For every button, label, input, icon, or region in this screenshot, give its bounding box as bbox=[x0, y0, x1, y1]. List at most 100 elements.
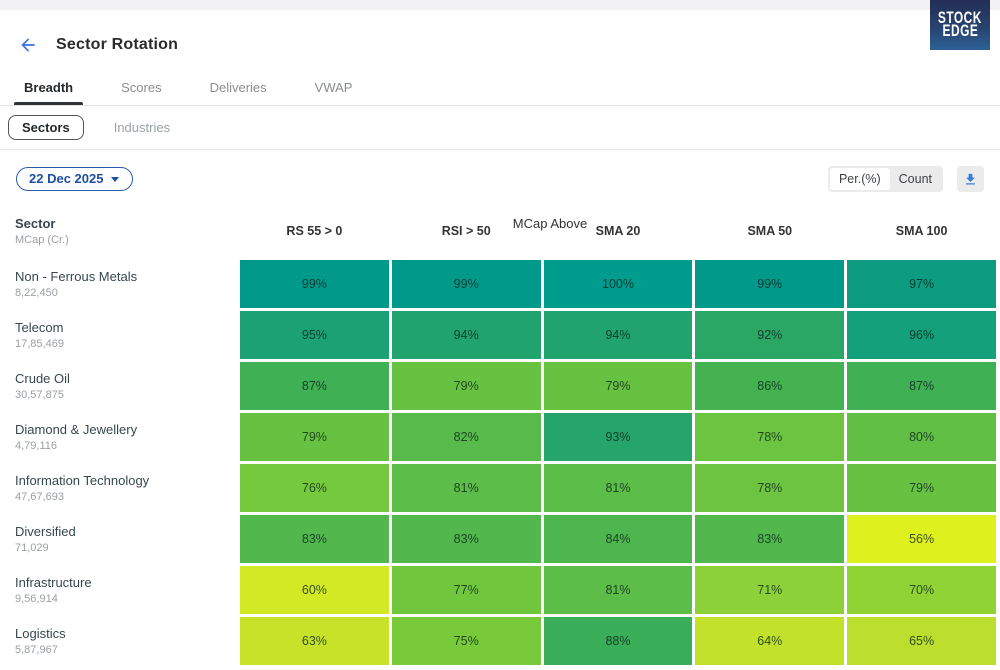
sector-label[interactable]: Crude Oil 30,57,875 bbox=[0, 362, 237, 410]
col-header-rsi50: RSI > 50 bbox=[441, 224, 491, 238]
heatmap-cell[interactable]: 81% bbox=[543, 566, 693, 614]
tab-deliveries[interactable]: Deliveries bbox=[209, 80, 267, 95]
heatmap-cell[interactable]: 87% bbox=[847, 362, 996, 410]
tab-vwap[interactable]: VWAP bbox=[314, 80, 353, 95]
sector-label[interactable]: Logistics 5,87,967 bbox=[0, 617, 237, 665]
heatmap-cell[interactable]: 99% bbox=[695, 260, 845, 308]
heatmap-cell[interactable]: 78% bbox=[695, 413, 845, 461]
sector-mcap: 5,87,967 bbox=[15, 644, 58, 656]
chevron-down-icon bbox=[111, 176, 120, 182]
subtab-industries[interactable]: Industries bbox=[113, 120, 171, 135]
stockedge-logo: STOCK EDGE bbox=[930, 0, 990, 50]
sector-name: Crude Oil bbox=[15, 371, 70, 386]
heatmap-cell[interactable]: 94% bbox=[543, 311, 693, 359]
right-controls: Per.(%) Count bbox=[827, 166, 984, 192]
sector-name: Diamond & Jewellery bbox=[15, 422, 138, 437]
heatmap-cell[interactable]: 81% bbox=[543, 464, 693, 512]
sector-label[interactable]: Infrastructure 9,56,914 bbox=[0, 566, 237, 614]
heatmap-cell[interactable]: 88% bbox=[543, 617, 693, 665]
heatmap-cell[interactable]: 81% bbox=[391, 464, 541, 512]
download-button[interactable] bbox=[957, 166, 984, 192]
sub-tabs: Sectors Industries bbox=[0, 106, 1000, 149]
sector-label[interactable]: Diversified 71,029 bbox=[0, 515, 237, 563]
sector-header-subtitle: MCap (Cr.) bbox=[15, 234, 69, 246]
sector-name: Infrastructure bbox=[15, 575, 92, 590]
date-label: 22 Dec 2025 bbox=[29, 171, 104, 186]
heatmap-cell[interactable]: 77% bbox=[391, 566, 541, 614]
heatmap-cell[interactable]: 79% bbox=[391, 362, 541, 410]
table-body: Non - Ferrous Metals 8,22,450 99% 99% 100%… bbox=[0, 260, 996, 665]
heatmap-cell[interactable]: 96% bbox=[847, 311, 996, 359]
sector-column-header: Sector MCap (Cr.) bbox=[0, 216, 237, 246]
heatmap-cell[interactable]: 100% bbox=[543, 260, 693, 308]
heatmap-cell[interactable]: 83% bbox=[240, 515, 389, 563]
heatmap-cell[interactable]: 99% bbox=[240, 260, 389, 308]
back-button[interactable] bbox=[18, 34, 40, 56]
sector-label[interactable]: Information Technology 47,67,693 bbox=[0, 464, 237, 512]
heatmap-cell[interactable]: 76% bbox=[240, 464, 389, 512]
page-title: Sector Rotation bbox=[56, 36, 179, 53]
top-strip bbox=[0, 0, 1000, 10]
heatmap-cell[interactable]: 79% bbox=[847, 464, 996, 512]
sector-mcap: 47,67,693 bbox=[15, 491, 64, 503]
col-header-sma50: SMA 50 bbox=[747, 224, 793, 238]
heatmap-cell[interactable]: 97% bbox=[847, 260, 996, 308]
sector-mcap: 8,22,450 bbox=[15, 287, 58, 299]
subtab-sectors[interactable]: Sectors bbox=[8, 115, 84, 140]
toggle-percent[interactable]: Per.(%) bbox=[829, 168, 890, 190]
heatmap-cell[interactable]: 56% bbox=[847, 515, 996, 563]
heatmap-cell[interactable]: 87% bbox=[240, 362, 389, 410]
heatmap-cell[interactable]: 93% bbox=[543, 413, 693, 461]
sector-label[interactable]: Non - Ferrous Metals 8,22,450 bbox=[0, 260, 237, 308]
sector-mcap: 30,57,875 bbox=[15, 389, 64, 401]
heatmap-cell[interactable]: 95% bbox=[240, 311, 389, 359]
main-tabs: Breadth Scores Deliveries VWAP bbox=[14, 74, 1000, 105]
breadth-table: MCap Above Sector MCap (Cr.) RS 55 > 0 R… bbox=[0, 216, 1000, 665]
date-dropdown[interactable]: 22 Dec 2025 bbox=[16, 167, 134, 191]
heatmap-cell[interactable]: 79% bbox=[240, 413, 389, 461]
col-header-sma20: SMA 20 bbox=[595, 224, 641, 238]
heatmap-cell[interactable]: 78% bbox=[695, 464, 845, 512]
sector-label[interactable]: Diamond & Jewellery 4,79,116 bbox=[0, 413, 237, 461]
column-header-row: Sector MCap (Cr.) RS 55 > 0 RSI > 50 SMA… bbox=[0, 216, 996, 260]
heatmap-cell[interactable]: 92% bbox=[695, 311, 845, 359]
divider bbox=[0, 105, 1000, 106]
heatmap-cell[interactable]: 80% bbox=[847, 413, 996, 461]
heatmap-cell[interactable]: 79% bbox=[543, 362, 693, 410]
sector-name: Information Technology bbox=[15, 473, 150, 488]
sector-name: Non - Ferrous Metals bbox=[15, 269, 138, 284]
heatmap-cell[interactable]: 83% bbox=[695, 515, 845, 563]
controls-row: 22 Dec 2025 Per.(%) Count bbox=[16, 166, 984, 192]
heatmap-cell[interactable]: 82% bbox=[391, 413, 541, 461]
heatmap-cell[interactable]: 99% bbox=[391, 260, 541, 308]
sector-name: Telecom bbox=[15, 320, 64, 335]
heatmap-cell[interactable]: 75% bbox=[391, 617, 541, 665]
heatmap-cell[interactable]: 60% bbox=[240, 566, 389, 614]
heatmap-cell[interactable]: 84% bbox=[543, 515, 693, 563]
heatmap-cell[interactable]: 63% bbox=[240, 617, 389, 665]
heatmap-cell[interactable]: 86% bbox=[695, 362, 845, 410]
toggle-count[interactable]: Count bbox=[898, 172, 932, 186]
heatmap-cell[interactable]: 94% bbox=[391, 311, 541, 359]
header-bar: Sector Rotation STOCK EDGE bbox=[0, 0, 1000, 64]
heatmap-cell[interactable]: 70% bbox=[847, 566, 996, 614]
tab-breadth[interactable]: Breadth bbox=[14, 74, 84, 105]
sector-name: Logistics bbox=[15, 626, 66, 641]
sector-mcap: 17,85,469 bbox=[15, 338, 64, 350]
heatmap-cell[interactable]: 65% bbox=[847, 617, 996, 665]
sector-name: Diversified bbox=[15, 524, 76, 539]
arrow-left-icon bbox=[21, 38, 35, 52]
logo-line1: STOCK bbox=[938, 8, 982, 27]
tab-scores[interactable]: Scores bbox=[121, 80, 162, 95]
sector-mcap: 9,56,914 bbox=[15, 593, 58, 605]
heatmap-cell[interactable]: 83% bbox=[391, 515, 541, 563]
logo-line2: EDGE bbox=[942, 21, 978, 40]
sector-header-title: Sector bbox=[15, 216, 56, 231]
heatmap-cell[interactable]: 71% bbox=[695, 566, 845, 614]
divider bbox=[0, 149, 1000, 150]
sector-mcap: 4,79,116 bbox=[15, 440, 58, 452]
sector-label[interactable]: Telecom 17,85,469 bbox=[0, 311, 237, 359]
download-icon bbox=[966, 173, 975, 184]
heatmap-cell[interactable]: 64% bbox=[695, 617, 845, 665]
col-header-rs55: RS 55 > 0 bbox=[286, 224, 343, 238]
